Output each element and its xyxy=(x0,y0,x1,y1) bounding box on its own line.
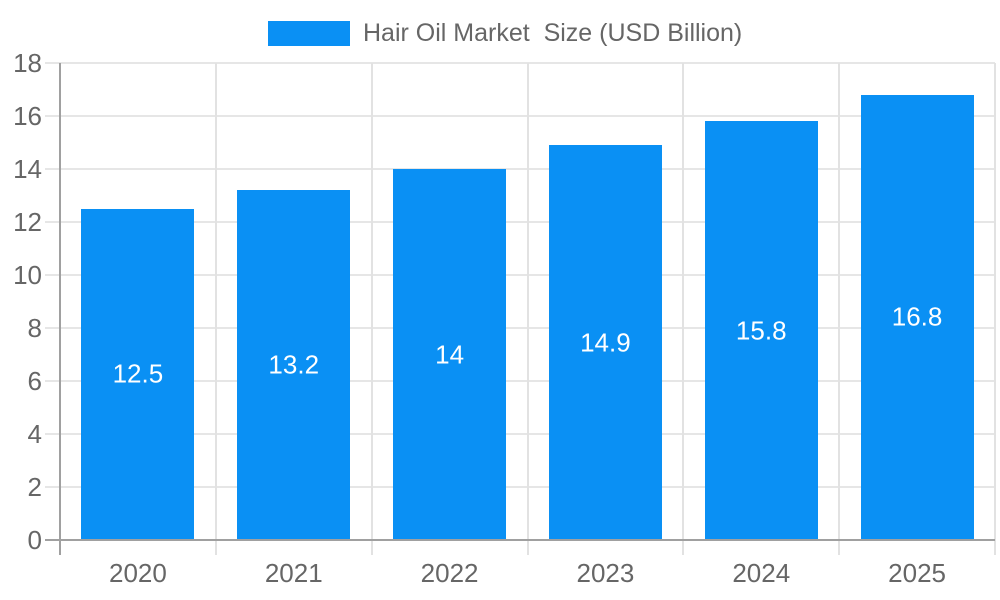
vertical-gridline xyxy=(838,63,841,555)
horizontal-gridline xyxy=(45,486,995,488)
vertical-gridline xyxy=(370,63,373,555)
bar-value-label: 13.2 xyxy=(268,349,320,380)
vertical-gridline xyxy=(526,63,529,555)
vertical-gridline xyxy=(994,63,996,555)
bar-value-label: 15.8 xyxy=(735,315,787,346)
vertical-gridline xyxy=(214,63,217,555)
x-tick-label-2020: 2020 xyxy=(108,558,167,588)
horizontal-gridline xyxy=(45,168,995,170)
y-tick-label: 18 xyxy=(13,48,42,78)
y-tick-label: 16 xyxy=(13,101,42,131)
bar-value-label: 12.5 xyxy=(112,358,164,389)
horizontal-gridline xyxy=(45,433,995,435)
bar-2020: 12.5 xyxy=(81,208,195,540)
bar-value-label: 14.9 xyxy=(580,327,631,358)
bar-2025: 16.8 xyxy=(860,94,974,540)
bar-value-label: 14 xyxy=(435,339,465,369)
y-tick-label: 2 xyxy=(27,472,42,502)
y-tick-label: 0 xyxy=(27,525,42,555)
horizontal-gridline xyxy=(45,327,995,329)
horizontal-gridline xyxy=(45,62,995,64)
x-tick-label-2023: 2023 xyxy=(576,558,635,588)
y-tick-label: 6 xyxy=(27,366,42,396)
bar-value-label: 16.8 xyxy=(891,301,943,332)
y-tick-label: 12 xyxy=(13,207,42,237)
x-tick-label-2024: 2024 xyxy=(732,558,791,588)
legend-swatch xyxy=(268,21,350,46)
horizontal-gridline xyxy=(45,221,995,223)
x-tick-label-2021: 2021 xyxy=(264,558,323,588)
x-axis-line xyxy=(45,539,995,541)
bar-2022: 14 xyxy=(393,169,507,540)
y-axis-line xyxy=(59,63,61,555)
legend-label: Hair Oil Market Size (USD Billion) xyxy=(363,19,743,47)
bar-2024: 15.8 xyxy=(704,121,818,540)
x-tick-label-2022: 2022 xyxy=(420,558,479,588)
bar-2021: 13.2 xyxy=(237,190,351,540)
horizontal-gridline xyxy=(45,274,995,276)
x-tick-label-2025: 2025 xyxy=(888,558,946,588)
horizontal-gridline xyxy=(45,115,995,117)
horizontal-gridline xyxy=(45,380,995,382)
bar-2023: 14.9 xyxy=(548,145,662,540)
y-tick-label: 14 xyxy=(13,154,42,184)
y-tick-label: 10 xyxy=(13,260,42,290)
chart-legend: Hair Oil Market Size (USD Billion) xyxy=(268,19,742,48)
vertical-gridline xyxy=(682,63,685,555)
y-tick-label: 8 xyxy=(27,313,42,343)
plot-area: 12.5 13.2 14 14.9 15.8 16.8 xyxy=(45,62,996,555)
y-tick-label: 4 xyxy=(27,419,42,449)
